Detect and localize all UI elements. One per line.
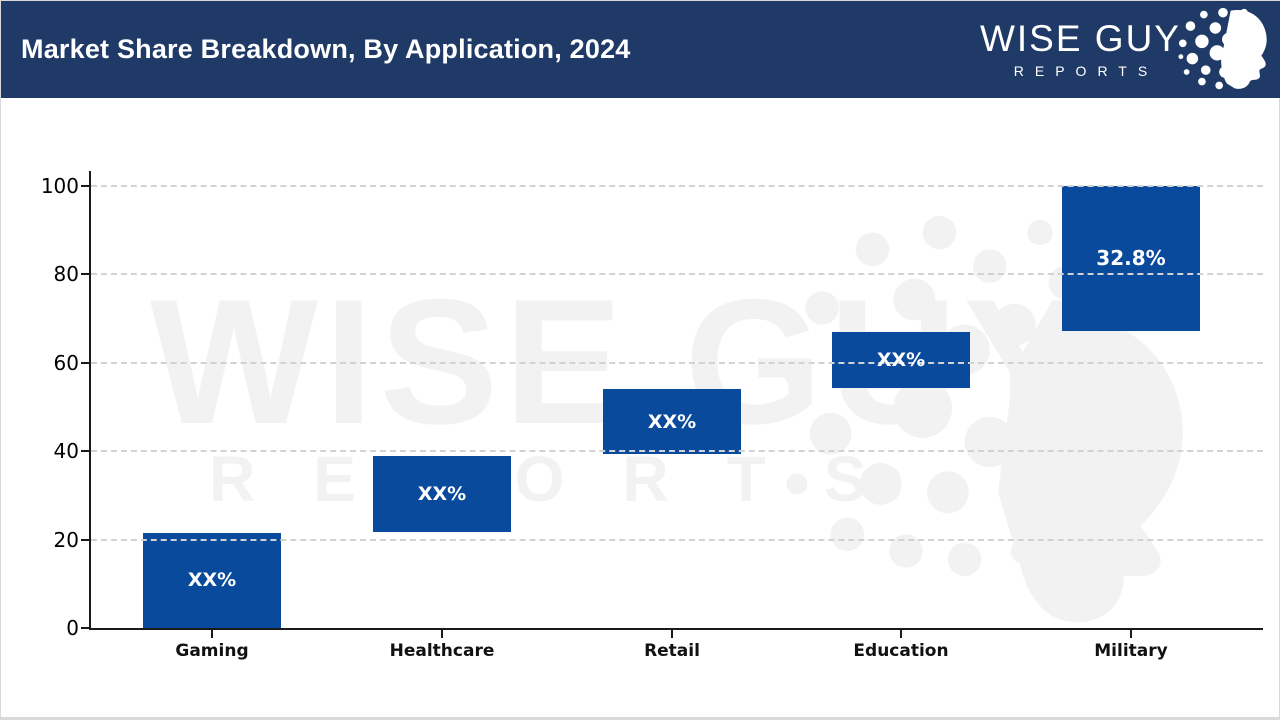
x-axis-label-retail: Retail (644, 641, 700, 661)
bar-education (832, 331, 970, 388)
y-tick-label-60: 60 (53, 350, 79, 375)
x-axis-label-education: Education (853, 641, 949, 661)
bar-label-military: 32.8% (1096, 246, 1166, 271)
bottom-divider (1, 717, 1280, 719)
y-tick-label-20: 20 (53, 527, 79, 552)
gridline-80 (91, 273, 1263, 276)
x-axis-label-gaming: Gaming (175, 641, 249, 661)
x-axis-line (89, 628, 1263, 630)
y-tick-20 (81, 538, 89, 541)
y-tick-100 (81, 185, 89, 187)
wise-guy-logo: WISE GUY REPORTS (980, 5, 1280, 95)
logo-head-icon (1178, 7, 1267, 89)
logo-subtitle: REPORTS (1013, 63, 1159, 79)
bar-gaming (143, 532, 281, 628)
bar-retail (603, 388, 741, 455)
watermark-subtitle: REPORTS (209, 443, 925, 515)
gridline-100 (91, 185, 1263, 187)
bar-label-education: XX% (876, 348, 926, 371)
x-tick-military (1130, 630, 1132, 638)
page-title: Market Share Breakdown, By Application, … (21, 34, 631, 64)
gridline-40 (91, 450, 1263, 453)
bar-label-gaming: XX% (187, 569, 237, 592)
x-axis-label-healthcare: Healthcare (389, 641, 495, 661)
waterfall-chart: 0 20 40 60 80 100 XX% Gaming XX% Healthcare XX% Ret… (1, 98, 1280, 721)
bar-label-healthcare: XX% (417, 482, 467, 505)
bar-military (1062, 186, 1200, 331)
bar-healthcare (373, 455, 511, 532)
x-tick-gaming (211, 630, 213, 638)
x-tick-education (900, 630, 902, 638)
y-tick-label-40: 40 (53, 439, 79, 464)
x-tick-retail (671, 630, 673, 638)
x-tick-healthcare (441, 630, 443, 638)
logo-wordmark: WISE GUY (979, 18, 1181, 59)
y-tick-label-80: 80 (53, 262, 79, 287)
y-tick-80 (81, 273, 89, 276)
y-tick-0 (81, 627, 89, 629)
logo-text: WISE GUY REPORTS (980, 20, 1181, 79)
y-tick-label-0: 0 (66, 616, 79, 640)
x-axis-label-military: Military (1094, 641, 1168, 661)
y-tick-60 (81, 361, 89, 364)
header-bar: Market Share Breakdown, By Application, … (1, 1, 1280, 98)
gridline-60 (91, 361, 1263, 364)
y-axis-line (89, 171, 91, 630)
bar-label-retail: XX% (647, 410, 697, 433)
gridline-20 (91, 538, 1263, 541)
y-tick-40 (81, 450, 89, 453)
y-tick-label-100: 100 (40, 174, 79, 198)
